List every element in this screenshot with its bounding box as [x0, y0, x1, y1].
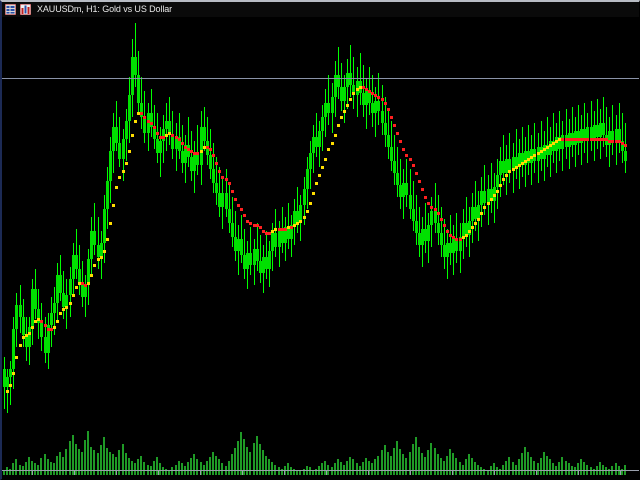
time-axis-tick — [452, 471, 453, 475]
time-axis-tick — [368, 471, 369, 475]
time-axis-tick — [158, 471, 159, 475]
price-level-line — [2, 78, 639, 79]
time-axis-tick — [494, 471, 495, 475]
window-list-icon[interactable] — [5, 4, 16, 15]
chart-title-bar[interactable]: XAUUSDm, H1: Gold vs US Dollar — [2, 2, 639, 17]
chart-title-text: XAUUSDm, H1: Gold vs US Dollar — [37, 4, 173, 14]
time-axis-tick — [116, 471, 117, 475]
time-axis[interactable] — [2, 470, 639, 475]
time-axis-tick — [620, 471, 621, 475]
time-axis-tick — [578, 471, 579, 475]
chart-icon[interactable] — [20, 4, 31, 15]
chart-plot-area[interactable] — [2, 17, 639, 479]
price-candlestick-series — [3, 23, 627, 413]
time-axis-tick — [32, 471, 33, 475]
time-axis-tick — [200, 471, 201, 475]
time-axis-tick — [242, 471, 243, 475]
time-axis-tick — [74, 471, 75, 475]
time-axis-tick — [410, 471, 411, 475]
time-axis-tick — [536, 471, 537, 475]
time-axis-tick — [326, 471, 327, 475]
time-axis-tick — [284, 471, 285, 475]
time-axis-line — [2, 470, 639, 471]
